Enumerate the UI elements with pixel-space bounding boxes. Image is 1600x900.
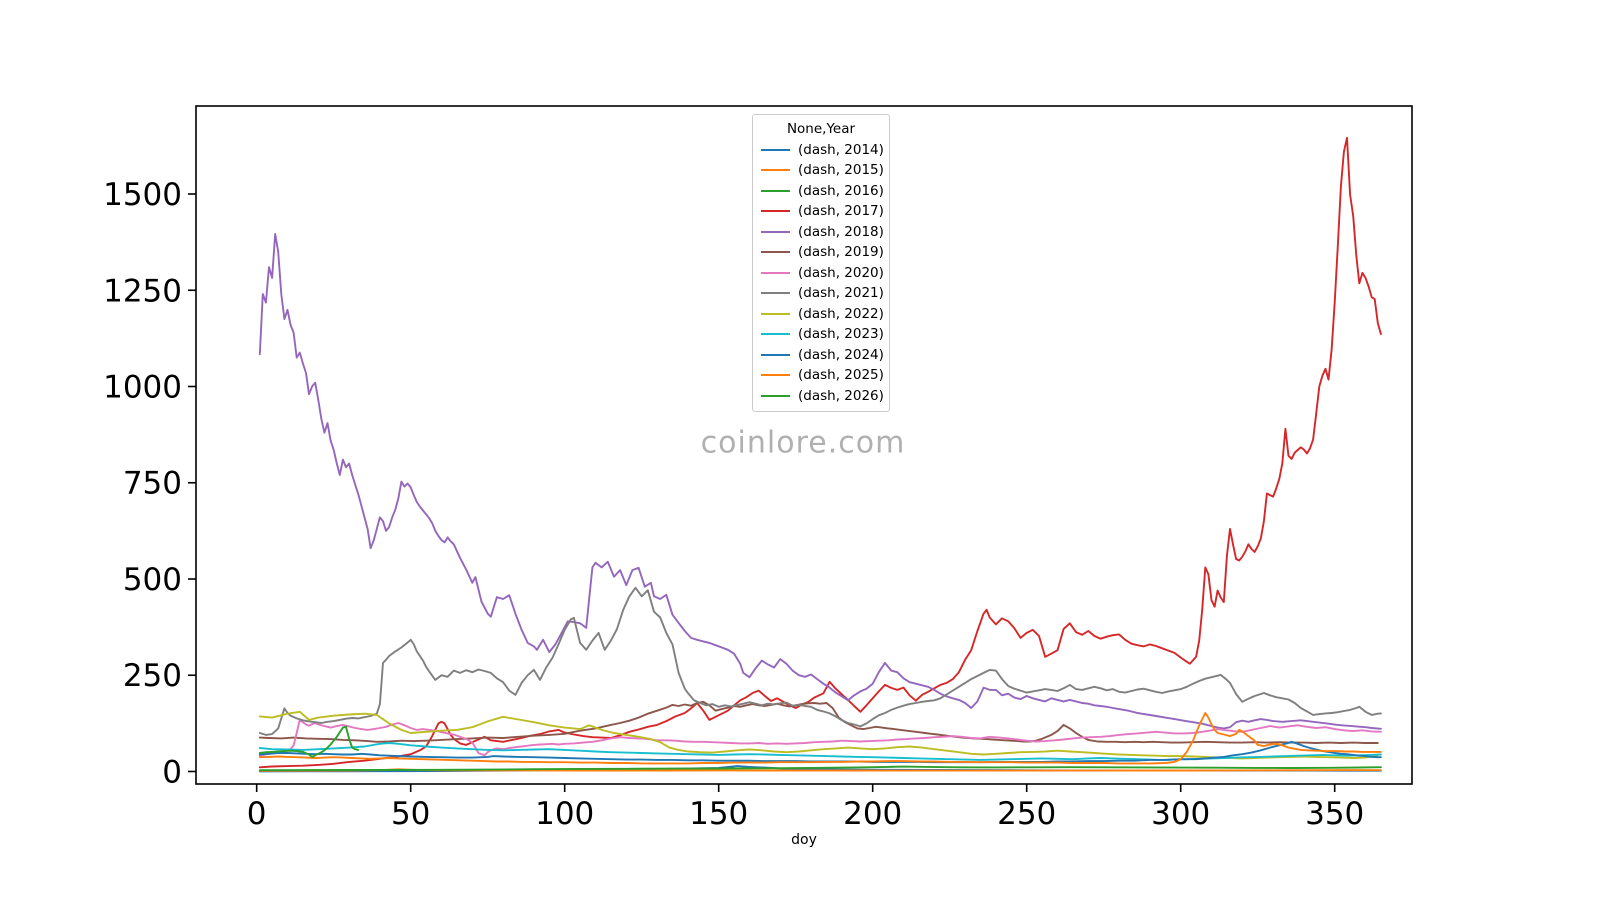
legend-entry-2015: (dash, 2015)	[759, 160, 884, 181]
x-tick-label: 250	[997, 796, 1056, 832]
legend-entry-2014: (dash, 2014)	[759, 140, 884, 161]
series-line-2021	[258, 586, 1382, 736]
legend: None,Year (dash, 2014) (dash, 2015) (dash,…	[752, 114, 890, 412]
legend-line-swatch	[761, 271, 790, 274]
y-tick-label: 500	[123, 562, 182, 598]
series-line-2018	[258, 233, 1382, 730]
legend-entry-2019: (dash, 2019)	[759, 242, 884, 263]
series-line-2016	[258, 765, 1382, 772]
y-axis-ticks: 0 250 500 750 1000 1250 1500	[103, 177, 196, 790]
legend-entry-label: (dash, 2014)	[798, 141, 884, 158]
y-tick-label: 1250	[103, 273, 182, 309]
legend-entry-label: (dash, 2018)	[798, 223, 884, 240]
y-tick-label: 0	[162, 754, 182, 790]
x-tick-label: 300	[1151, 796, 1210, 832]
series-line-2020	[258, 718, 1382, 757]
legend-entry-2024: (dash, 2024)	[759, 345, 884, 366]
legend-entry-2023: (dash, 2023)	[759, 324, 884, 345]
series-line-2025	[258, 712, 1382, 765]
x-axis-label: doy	[791, 832, 817, 848]
x-tick-label: 0	[247, 796, 267, 832]
legend-line-swatch	[761, 230, 790, 233]
legend-entry-label: (dash, 2021)	[798, 285, 884, 302]
legend-line-swatch	[761, 374, 790, 377]
legend-entry-2017: (dash, 2017)	[759, 201, 884, 222]
legend-line-swatch	[761, 169, 790, 172]
legend-title: None,Year	[786, 121, 856, 137]
legend-line-swatch	[761, 189, 790, 192]
legend-line-swatch	[761, 333, 790, 336]
legend-line-swatch	[761, 292, 790, 295]
legend-entry-2021: (dash, 2021)	[759, 283, 884, 304]
legend-entry-2020: (dash, 2020)	[759, 263, 884, 284]
legend-entry-label: (dash, 2016)	[798, 182, 884, 199]
y-tick-label: 750	[123, 466, 182, 502]
series-line-2026	[258, 725, 360, 758]
legend-line-swatch	[761, 353, 790, 356]
y-tick-label: 1000	[103, 370, 182, 406]
legend-entry-label: (dash, 2020)	[798, 264, 884, 281]
legend-entry-2026: (dash, 2026)	[759, 386, 884, 407]
legend-line-swatch	[761, 394, 790, 397]
series-line-2017	[258, 136, 1382, 769]
x-tick-label: 150	[689, 796, 748, 832]
legend-entry-label: (dash, 2017)	[798, 203, 884, 220]
series-lines	[258, 136, 1382, 773]
series-line-2023	[258, 742, 1382, 761]
x-tick-label: 100	[535, 796, 594, 832]
legend-entry-2022: (dash, 2022)	[759, 304, 884, 325]
legend-entry-2018: (dash, 2018)	[759, 222, 884, 243]
y-tick-label: 1500	[103, 177, 182, 213]
legend-entry-label: (dash, 2022)	[798, 305, 884, 322]
legend-entry-2016: (dash, 2016)	[759, 181, 884, 202]
legend-entry-label: (dash, 2015)	[798, 162, 884, 179]
legend-entry-label: (dash, 2023)	[798, 326, 884, 343]
legend-entry-label: (dash, 2025)	[798, 367, 884, 384]
x-axis-ticks: 0 50 100 150 200 250 300 350	[247, 784, 1364, 832]
x-tick-label: 50	[391, 796, 430, 832]
legend-line-swatch	[761, 148, 790, 151]
watermark: coinlore.com	[700, 425, 906, 461]
legend-line-swatch	[761, 210, 790, 213]
y-tick-label: 250	[123, 658, 182, 694]
x-tick-label: 350	[1305, 796, 1364, 832]
series-line-2019	[258, 700, 1379, 744]
series-line-2022	[258, 710, 1379, 760]
legend-entry-label: (dash, 2019)	[798, 244, 884, 261]
legend-entry-2025: (dash, 2025)	[759, 365, 884, 386]
legend-line-swatch	[761, 312, 790, 315]
plot-border	[195, 105, 1413, 785]
x-tick-label: 200	[843, 796, 902, 832]
legend-entry-label: (dash, 2024)	[798, 346, 884, 363]
legend-line-swatch	[761, 251, 790, 254]
legend-entry-label: (dash, 2026)	[798, 387, 884, 404]
